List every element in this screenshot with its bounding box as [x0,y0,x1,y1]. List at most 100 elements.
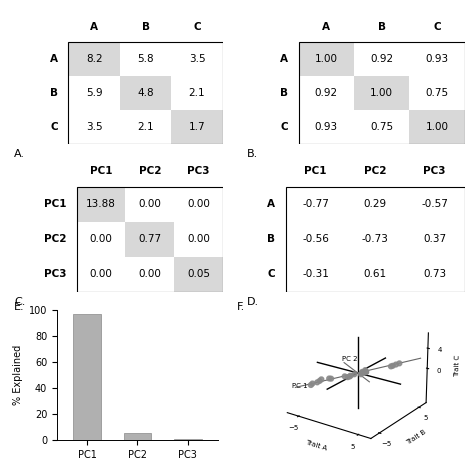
Text: 0.92: 0.92 [370,54,393,64]
Text: PC1: PC1 [90,166,112,176]
Text: 0.75: 0.75 [425,88,448,98]
Text: PC2: PC2 [138,166,161,176]
Text: 0.00: 0.00 [187,234,210,244]
Text: 3.5: 3.5 [189,54,205,64]
Bar [174,257,223,292]
Text: B: B [50,88,58,98]
Bar [409,76,465,110]
Text: -0.56: -0.56 [302,234,329,244]
Text: C.: C. [14,297,26,307]
Bar [171,110,223,144]
Bar [299,43,354,76]
Text: A: A [50,54,58,64]
Text: PC1: PC1 [44,200,66,209]
Text: 2.1: 2.1 [189,88,205,98]
Text: E.: E. [14,302,25,312]
Text: 1.00: 1.00 [425,122,448,131]
Text: A: A [267,200,275,209]
Text: PC3: PC3 [44,269,66,279]
Bar [346,222,405,257]
Bar [77,222,126,257]
Text: B: B [142,22,150,32]
Bar [120,43,171,76]
Text: 0.00: 0.00 [90,234,112,244]
Bar [126,257,174,292]
Bar [409,43,465,76]
Text: 1.7: 1.7 [189,122,205,131]
Bar [286,187,465,292]
Text: 0.05: 0.05 [187,269,210,279]
Text: 13.88: 13.88 [86,200,116,209]
Text: 0.00: 0.00 [90,269,112,279]
Bar [171,76,223,110]
Bar [405,187,465,222]
Text: 3.5: 3.5 [86,122,102,131]
Text: -0.77: -0.77 [302,200,329,209]
Text: D.: D. [246,297,259,307]
Text: B: B [378,22,386,32]
Text: A: A [280,54,288,64]
Bar [120,76,171,110]
Bar [405,257,465,292]
Y-axis label: Trait B: Trait B [405,429,427,446]
Bar [409,110,465,144]
Text: 0.92: 0.92 [315,88,338,98]
Bar [346,257,405,292]
Text: 0.75: 0.75 [370,122,393,131]
Text: B: B [280,88,288,98]
Text: 1.00: 1.00 [370,88,393,98]
Bar [354,76,409,110]
Bar [174,187,223,222]
Bar [286,187,346,222]
Text: 0.00: 0.00 [138,200,161,209]
Bar [354,110,409,144]
Bar [174,222,223,257]
Bar [354,43,409,76]
Text: -0.57: -0.57 [421,200,448,209]
Bar [77,187,126,222]
Text: 0.93: 0.93 [315,122,338,131]
Text: C: C [193,22,201,32]
Text: 0.37: 0.37 [423,234,447,244]
Text: PC1: PC1 [304,166,327,176]
Text: 2.1: 2.1 [137,122,154,131]
Text: 5.8: 5.8 [137,54,154,64]
Text: 0.00: 0.00 [138,269,161,279]
Bar [299,43,465,144]
Text: 0.29: 0.29 [364,200,387,209]
Text: 0.00: 0.00 [187,200,210,209]
Text: F.: F. [237,302,245,312]
Text: PC3: PC3 [423,166,446,176]
Bar [68,43,120,76]
Bar [299,110,354,144]
Bar [286,257,346,292]
Bar [286,222,346,257]
Text: 4.8: 4.8 [137,88,154,98]
Text: 0.93: 0.93 [425,54,448,64]
Text: PC2: PC2 [44,234,66,244]
Text: PC2: PC2 [364,166,386,176]
Bar [346,187,405,222]
Bar [68,110,120,144]
Bar [405,222,465,257]
Bar [126,187,174,222]
Text: 0.61: 0.61 [364,269,387,279]
Bar [77,187,223,292]
Bar [73,314,101,440]
Text: -0.31: -0.31 [302,269,329,279]
Text: C: C [50,122,58,131]
Bar [68,76,120,110]
Text: 5.9: 5.9 [86,88,102,98]
Text: C: C [433,22,441,32]
Bar [77,257,126,292]
Text: 1.00: 1.00 [315,54,338,64]
Text: 0.73: 0.73 [423,269,447,279]
Text: PC3: PC3 [187,166,210,176]
Text: B: B [267,234,275,244]
Bar [68,43,223,144]
Bar [171,43,223,76]
Bar [124,433,151,440]
Bar [299,76,354,110]
Text: A.: A. [14,149,25,159]
Text: C: C [280,122,288,131]
